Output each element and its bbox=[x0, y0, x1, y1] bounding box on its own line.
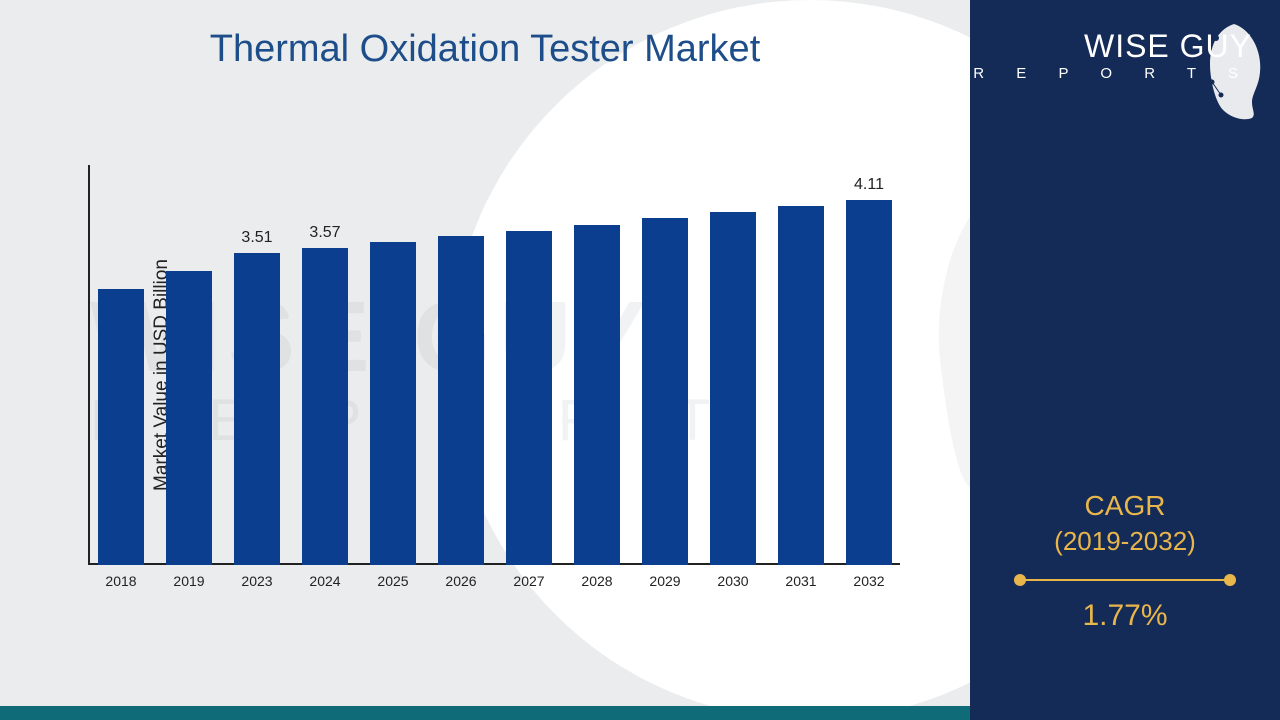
logo-line1-text: WISE GUY bbox=[1084, 28, 1252, 64]
x-tick-label: 2027 bbox=[513, 573, 544, 589]
bar bbox=[234, 253, 280, 565]
chart-title: Thermal Oxidation Tester Market bbox=[0, 28, 970, 71]
bar-slot: 3.572024 bbox=[302, 248, 348, 565]
x-tick-label: 2031 bbox=[785, 573, 816, 589]
x-tick-label: 2024 bbox=[309, 573, 340, 589]
bar-slot: 4.112032 bbox=[846, 200, 892, 565]
bar-slot: 2028 bbox=[574, 225, 620, 565]
bar-slot: 2027 bbox=[506, 231, 552, 565]
cagr-label: CAGR bbox=[970, 490, 1280, 522]
bar-slot: 2018 bbox=[98, 289, 144, 565]
bars-container: 2018 2019 3.512023 3.572024 2025 2026 2027 2028… bbox=[88, 165, 900, 565]
bar bbox=[438, 236, 484, 565]
x-tick-label: 2032 bbox=[853, 573, 884, 589]
bar-slot: 2019 bbox=[166, 271, 212, 565]
cagr-range: (2019-2032) bbox=[970, 526, 1280, 557]
x-tick-label: 2019 bbox=[173, 573, 204, 589]
logo-line2: R E P O R T S bbox=[973, 65, 1252, 82]
bar bbox=[166, 271, 212, 565]
bar-slot: 2025 bbox=[370, 242, 416, 565]
bar-value-label: 3.51 bbox=[241, 229, 272, 247]
bar bbox=[506, 231, 552, 565]
bar-slot: 2029 bbox=[642, 218, 688, 565]
x-tick-label: 2023 bbox=[241, 573, 272, 589]
x-tick-label: 2025 bbox=[377, 573, 408, 589]
bar-slot: 2026 bbox=[438, 236, 484, 565]
bar bbox=[778, 206, 824, 565]
bar-value-label: 4.11 bbox=[854, 176, 884, 194]
bar bbox=[302, 248, 348, 565]
footer-strip bbox=[0, 706, 970, 720]
bar bbox=[574, 225, 620, 565]
cagr-value: 1.77% bbox=[970, 599, 1280, 633]
x-tick-label: 2029 bbox=[649, 573, 680, 589]
chart-frame: Market Value in USD Billion 201820193.51… bbox=[60, 165, 900, 585]
bar bbox=[370, 242, 416, 565]
cagr-divider bbox=[1020, 579, 1230, 581]
bar-slot: 3.512023 bbox=[234, 253, 280, 565]
bar bbox=[846, 200, 892, 565]
bar bbox=[710, 212, 756, 565]
bar-slot: 2031 bbox=[778, 206, 824, 565]
x-tick-label: 2030 bbox=[717, 573, 748, 589]
bar bbox=[98, 289, 144, 565]
x-tick-label: 2026 bbox=[445, 573, 476, 589]
x-tick-label: 2028 bbox=[581, 573, 612, 589]
bar-slot: 2030 bbox=[710, 212, 756, 565]
bar bbox=[642, 218, 688, 565]
logo-line1: WISE GUY bbox=[973, 28, 1252, 65]
cagr-block: CAGR (2019-2032) 1.77% bbox=[970, 490, 1280, 633]
bar-value-label: 3.57 bbox=[309, 224, 340, 242]
x-tick-label: 2018 bbox=[105, 573, 136, 589]
logo: WISE GUY R E P O R T S bbox=[973, 28, 1252, 82]
